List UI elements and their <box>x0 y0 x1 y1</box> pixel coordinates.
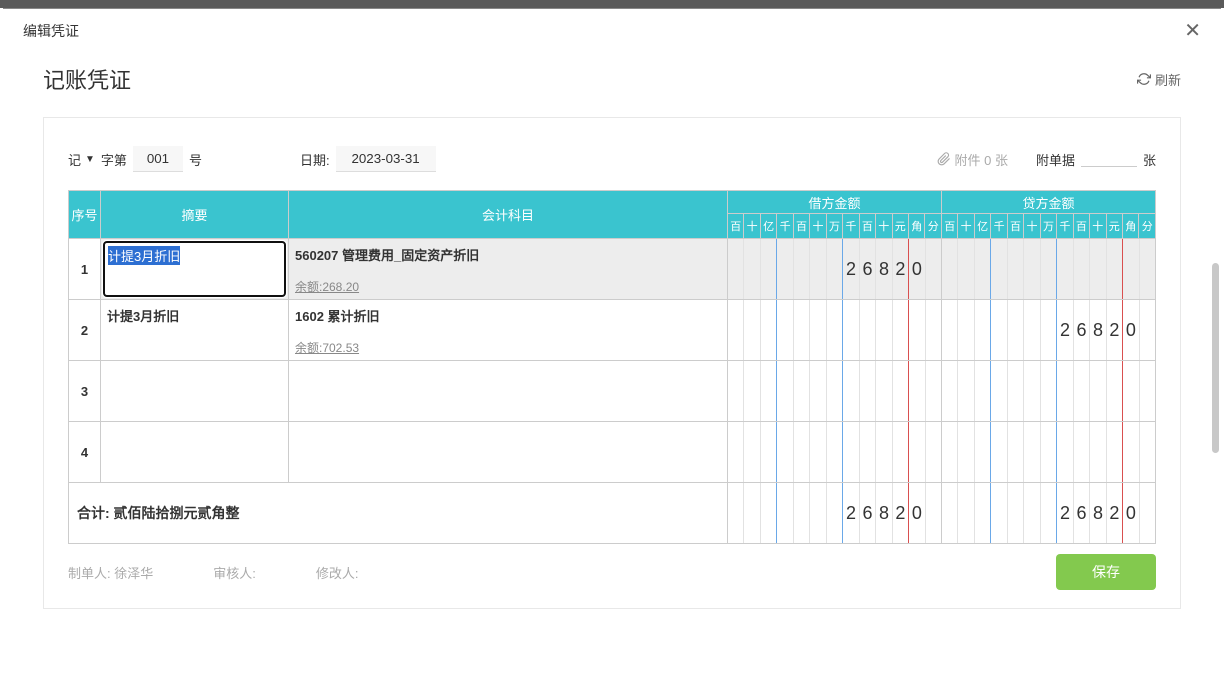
chevron-down-icon: ▼ <box>85 154 95 165</box>
subject-cell[interactable] <box>289 422 728 483</box>
table-row[interactable]: 4 <box>69 422 1156 483</box>
row-seq: 1 <box>69 239 101 300</box>
debit-cell[interactable]: 26820 <box>728 239 942 300</box>
credit-cell[interactable]: 26820 <box>942 300 1156 361</box>
total-debit: 26820 <box>728 483 942 544</box>
subject-cell[interactable]: 1602 累计折旧余额:702.53 <box>289 300 728 361</box>
table-row[interactable]: 3 <box>69 361 1156 422</box>
col-seq: 序号 <box>69 191 101 239</box>
voucher-table: 序号 摘要 会计科目 借方金额 贷方金额 百十亿千百十万千百十元角分百十亿千百十… <box>68 190 1156 544</box>
voucher-card: 记 ▼ 字第 号 日期: 附件 0 张 附单据 <box>43 117 1181 609</box>
maker-label: 制单人: 徐泽华 <box>68 563 153 582</box>
subject-cell[interactable] <box>289 361 728 422</box>
col-credit: 贷方金额 <box>942 191 1156 214</box>
attach-sheet-input[interactable] <box>1081 151 1137 167</box>
attachment-link[interactable]: 附件 0 张 <box>937 150 1008 169</box>
credit-cell[interactable] <box>942 422 1156 483</box>
table-row[interactable]: 2计提3月折旧1602 累计折旧余额:702.53 26820 <box>69 300 1156 361</box>
col-summary: 摘要 <box>101 191 289 239</box>
modifier-label: 修改人: <box>316 563 359 582</box>
summary-cell[interactable] <box>101 361 289 422</box>
scrollbar-thumb[interactable] <box>1212 263 1219 453</box>
balance-link[interactable]: 余额:702.53 <box>295 339 359 356</box>
auditor-label: 审核人: <box>213 563 256 582</box>
edit-voucher-modal: 编辑凭证 ✕ 记账凭证 刷新 记 ▼ 字第 号 <box>3 8 1221 700</box>
total-label: 合计: 贰佰陆拾捌元贰角整 <box>69 483 728 544</box>
table-row[interactable]: 1 560207 管理费用_固定资产折旧余额:268.2026820 <box>69 239 1156 300</box>
voucher-number-input[interactable] <box>133 146 183 172</box>
row-seq: 4 <box>69 422 101 483</box>
debit-cell[interactable] <box>728 361 942 422</box>
paperclip-icon <box>937 152 951 166</box>
total-credit: 26820 <box>942 483 1156 544</box>
date-input[interactable] <box>336 146 436 172</box>
refresh-icon <box>1137 72 1151 86</box>
row-seq: 2 <box>69 300 101 361</box>
balance-link[interactable]: 余额:268.20 <box>295 278 359 295</box>
summary-input[interactable] <box>103 241 286 297</box>
prefix-select[interactable]: 记 ▼ <box>68 150 95 169</box>
close-button[interactable]: ✕ <box>1184 21 1201 41</box>
summary-cell[interactable]: 计提3月折旧 <box>101 300 289 361</box>
col-subject: 会计科目 <box>289 191 728 239</box>
debit-cell[interactable] <box>728 300 942 361</box>
debit-cell[interactable] <box>728 422 942 483</box>
col-debit: 借方金额 <box>728 191 942 214</box>
subject-cell[interactable]: 560207 管理费用_固定资产折旧余额:268.20 <box>289 239 728 300</box>
refresh-button[interactable]: 刷新 <box>1137 70 1181 89</box>
credit-cell[interactable] <box>942 239 1156 300</box>
summary-cell[interactable] <box>101 422 289 483</box>
page-title: 记账凭证 <box>43 63 131 95</box>
row-seq: 3 <box>69 361 101 422</box>
save-button[interactable]: 保存 <box>1056 554 1156 590</box>
summary-cell[interactable] <box>101 239 289 300</box>
modal-title: 编辑凭证 <box>23 21 79 41</box>
credit-cell[interactable] <box>942 361 1156 422</box>
